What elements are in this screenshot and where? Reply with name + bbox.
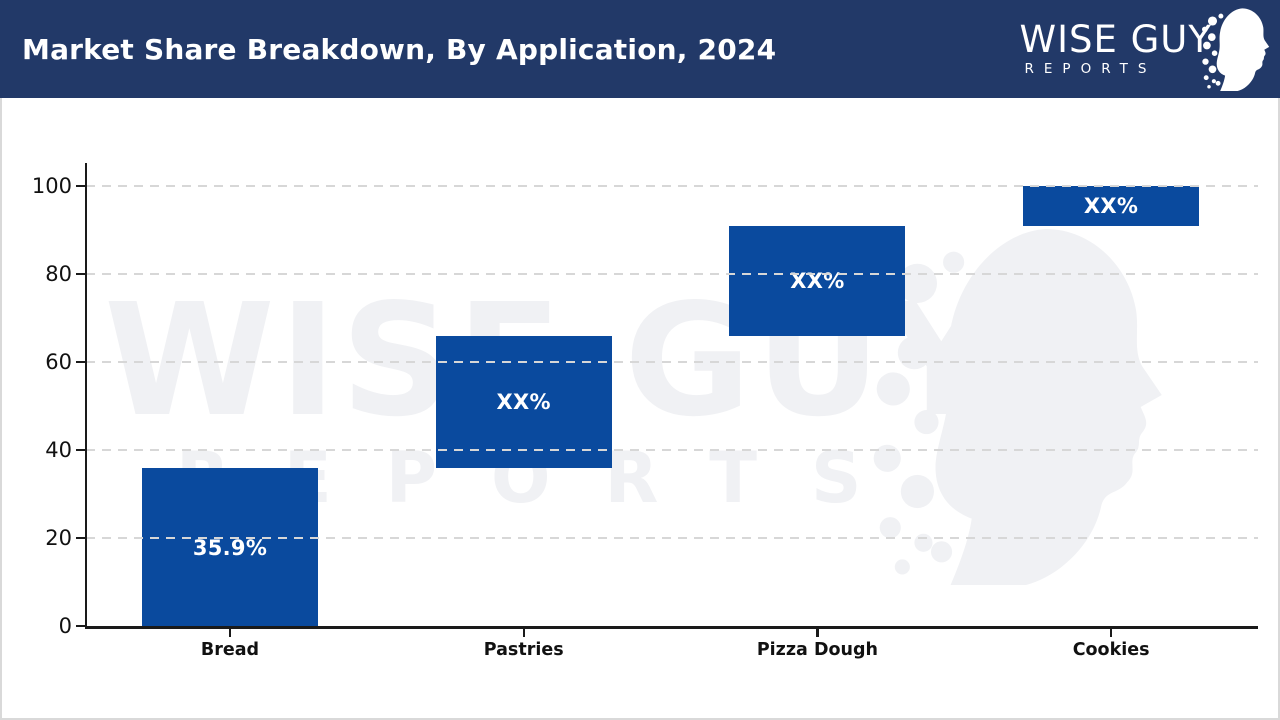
y-tick-20	[76, 537, 85, 540]
x-tick-2	[816, 629, 819, 637]
logo-subtitle: REPORTS	[1024, 60, 1157, 77]
gridline-100	[86, 185, 1258, 187]
x-axis-label-pastries: Pastries	[483, 640, 564, 660]
y-tick-label-60: 60	[45, 350, 72, 374]
y-tick-label-0: 0	[58, 614, 72, 638]
y-tick-0	[76, 625, 85, 628]
image-border-right	[1278, 98, 1280, 720]
bar-pizza-dough: XX%	[729, 226, 906, 337]
bar-value-label: 35.9%	[192, 535, 268, 560]
y-tick-40	[76, 449, 85, 452]
x-tick-1	[522, 629, 525, 637]
header: Market Share Breakdown, By Application, …	[0, 0, 1280, 98]
page-title: Market Share Breakdown, By Application, …	[22, 32, 777, 66]
logo-wordmark: WISE GUY	[1019, 18, 1212, 62]
y-tick-label-80: 80	[45, 262, 72, 286]
y-tick-100	[76, 185, 85, 188]
x-tick-0	[229, 629, 232, 637]
y-axis	[85, 163, 88, 629]
wise-guy-logo: WISE GUY REPORTS	[1020, 0, 1272, 98]
gridline-60	[86, 361, 1258, 363]
y-tick-label-40: 40	[45, 438, 72, 462]
x-tick-3	[1110, 629, 1113, 637]
y-tick-60	[76, 361, 85, 364]
x-axis-label-cookies: Cookies	[1072, 640, 1150, 660]
x-axis-label-bread: Bread	[200, 640, 260, 660]
gridline-80	[86, 273, 1258, 275]
x-axis	[85, 626, 1258, 629]
y-tick-80	[76, 273, 85, 276]
image-border-bottom	[0, 718, 1280, 720]
wise-guy-face-icon	[1202, 8, 1270, 91]
x-axis-label-pizza-dough: Pizza Dough	[756, 640, 878, 660]
logo-text: WISE GUY REPORTS	[1019, 18, 1212, 77]
gridline-40	[86, 449, 1258, 451]
chart-area: WISE GUY REPORTS 35.9%XX%XX%XX%020406080…	[0, 98, 1280, 720]
bar-bread: 35.9%	[142, 468, 318, 627]
y-tick-label-100: 100	[31, 174, 72, 198]
bar-pastries: XX%	[435, 336, 612, 469]
image-border-left	[0, 98, 2, 720]
bar-cookies: XX%	[1023, 186, 1200, 227]
bar-value-label: XX%	[496, 390, 551, 415]
y-tick-label-20: 20	[45, 526, 72, 550]
bar-value-label: XX%	[1083, 194, 1139, 219]
gridline-20	[86, 537, 1258, 539]
